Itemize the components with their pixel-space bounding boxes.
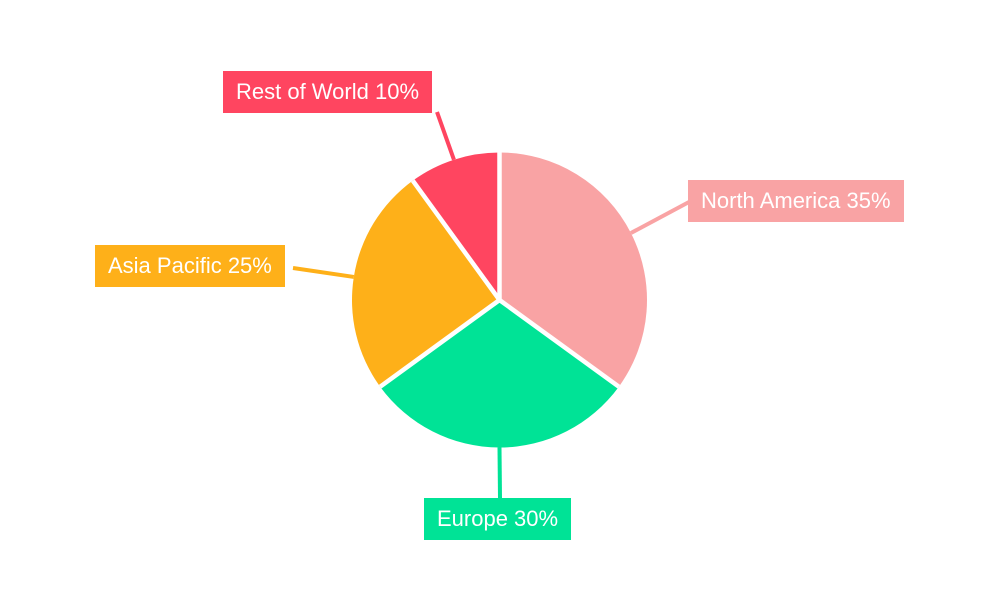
- slice-label-asia-pacific: Asia Pacific 25%: [95, 245, 285, 287]
- slice-divider: [410, 179, 502, 302]
- slice-divider: [378, 298, 501, 389]
- slice-label-rest-of-world: Rest of World 10%: [223, 71, 433, 113]
- leader-line-rest-of-world: [435, 111, 456, 161]
- leader-line-europe: [497, 447, 502, 499]
- slice-label-europe: Europe 30%: [424, 498, 572, 540]
- slice-label-north-america: North America 35%: [688, 180, 904, 222]
- pie-slice-asia-pacific[interactable]: [352, 180, 500, 387]
- pie-slice-north-america[interactable]: [499, 152, 648, 387]
- pie-slice-europe[interactable]: [380, 300, 619, 448]
- pie-slice-rest-of-world[interactable]: [412, 152, 500, 301]
- leader-line-asia-pacific: [292, 266, 355, 279]
- leader-line-north-america: [629, 200, 690, 235]
- slice-divider: [498, 298, 621, 389]
